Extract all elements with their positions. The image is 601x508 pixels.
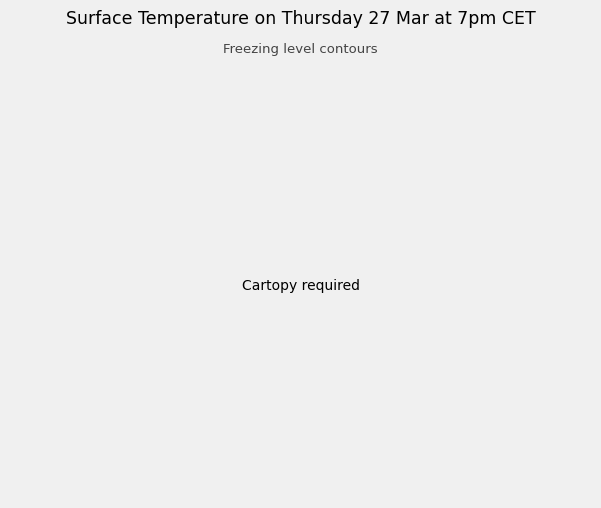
Text: Surface Temperature on Thursday 27 Mar at 7pm CET: Surface Temperature on Thursday 27 Mar a…	[66, 10, 535, 28]
Text: Cartopy required: Cartopy required	[242, 279, 359, 293]
Text: Freezing level contours: Freezing level contours	[223, 43, 378, 56]
